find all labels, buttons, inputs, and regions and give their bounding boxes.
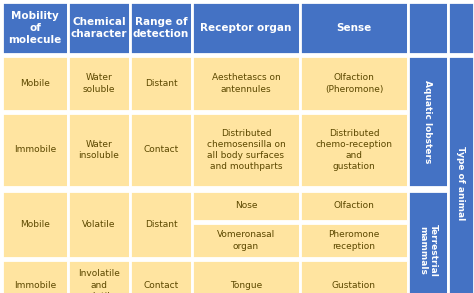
Text: Olfaction: Olfaction — [334, 202, 374, 210]
Bar — [130, 2, 192, 54]
Text: Terrestrial
mammals: Terrestrial mammals — [418, 224, 438, 277]
Text: Vomeronasal
organ: Vomeronasal organ — [217, 231, 275, 251]
Text: Involatile
and
volatile: Involatile and volatile — [78, 269, 120, 293]
Bar — [130, 113, 192, 187]
Text: Type of animal: Type of animal — [456, 146, 465, 220]
Text: Distributed
chemosensilla on
all body surfaces
and mouthparts: Distributed chemosensilla on all body su… — [207, 129, 285, 171]
Text: Contact: Contact — [143, 280, 179, 289]
Bar — [448, 2, 474, 54]
Text: Aesthetascs on
antennules: Aesthetascs on antennules — [211, 74, 281, 93]
Bar — [300, 260, 408, 293]
Bar — [130, 191, 192, 258]
Text: Receptor organ: Receptor organ — [201, 23, 292, 33]
Bar — [300, 2, 408, 54]
Text: Immobile: Immobile — [14, 146, 56, 154]
Bar — [68, 113, 130, 187]
Bar — [130, 260, 192, 293]
Bar — [192, 191, 300, 221]
Text: Nose: Nose — [235, 202, 257, 210]
Bar — [192, 223, 300, 258]
Bar — [192, 2, 300, 54]
Text: Aquatic lobsters: Aquatic lobsters — [423, 80, 432, 163]
Bar — [192, 113, 300, 187]
Bar — [2, 191, 68, 258]
Bar — [448, 56, 474, 293]
Bar — [68, 56, 130, 111]
Text: Distant: Distant — [145, 220, 177, 229]
Text: Contact: Contact — [143, 146, 179, 154]
Bar — [192, 260, 300, 293]
Text: Mobility
of
molecule: Mobility of molecule — [9, 11, 62, 45]
Bar — [68, 2, 130, 54]
Bar — [192, 56, 300, 111]
Bar — [408, 191, 448, 293]
Text: Chemical
character: Chemical character — [71, 17, 127, 39]
Bar — [68, 260, 130, 293]
Text: Mobile: Mobile — [20, 220, 50, 229]
Text: Sense: Sense — [337, 23, 372, 33]
Bar — [300, 113, 408, 187]
Text: Distributed
chemo-reception
and
gustation: Distributed chemo-reception and gustatio… — [316, 129, 392, 171]
Text: Gustation: Gustation — [332, 280, 376, 289]
Bar — [68, 191, 130, 258]
Bar — [300, 191, 408, 221]
Text: Range of
detection: Range of detection — [133, 17, 189, 39]
Text: Water
insoluble: Water insoluble — [79, 140, 119, 160]
Bar — [2, 2, 68, 54]
Text: Volatile: Volatile — [82, 220, 116, 229]
Text: Olfaction
(Pheromone): Olfaction (Pheromone) — [325, 74, 383, 93]
Bar — [2, 187, 416, 191]
Bar — [300, 223, 408, 258]
Text: Water
soluble: Water soluble — [83, 74, 115, 93]
Text: Mobile: Mobile — [20, 79, 50, 88]
Bar — [2, 260, 68, 293]
Bar — [130, 56, 192, 111]
Bar — [2, 56, 68, 111]
Text: Tongue: Tongue — [230, 280, 262, 289]
Text: Distant: Distant — [145, 79, 177, 88]
Bar — [408, 2, 448, 54]
Text: Immobile: Immobile — [14, 280, 56, 289]
Bar — [2, 113, 68, 187]
Bar — [300, 56, 408, 111]
Text: Pheromone
reception: Pheromone reception — [328, 231, 380, 251]
Bar — [408, 56, 448, 187]
